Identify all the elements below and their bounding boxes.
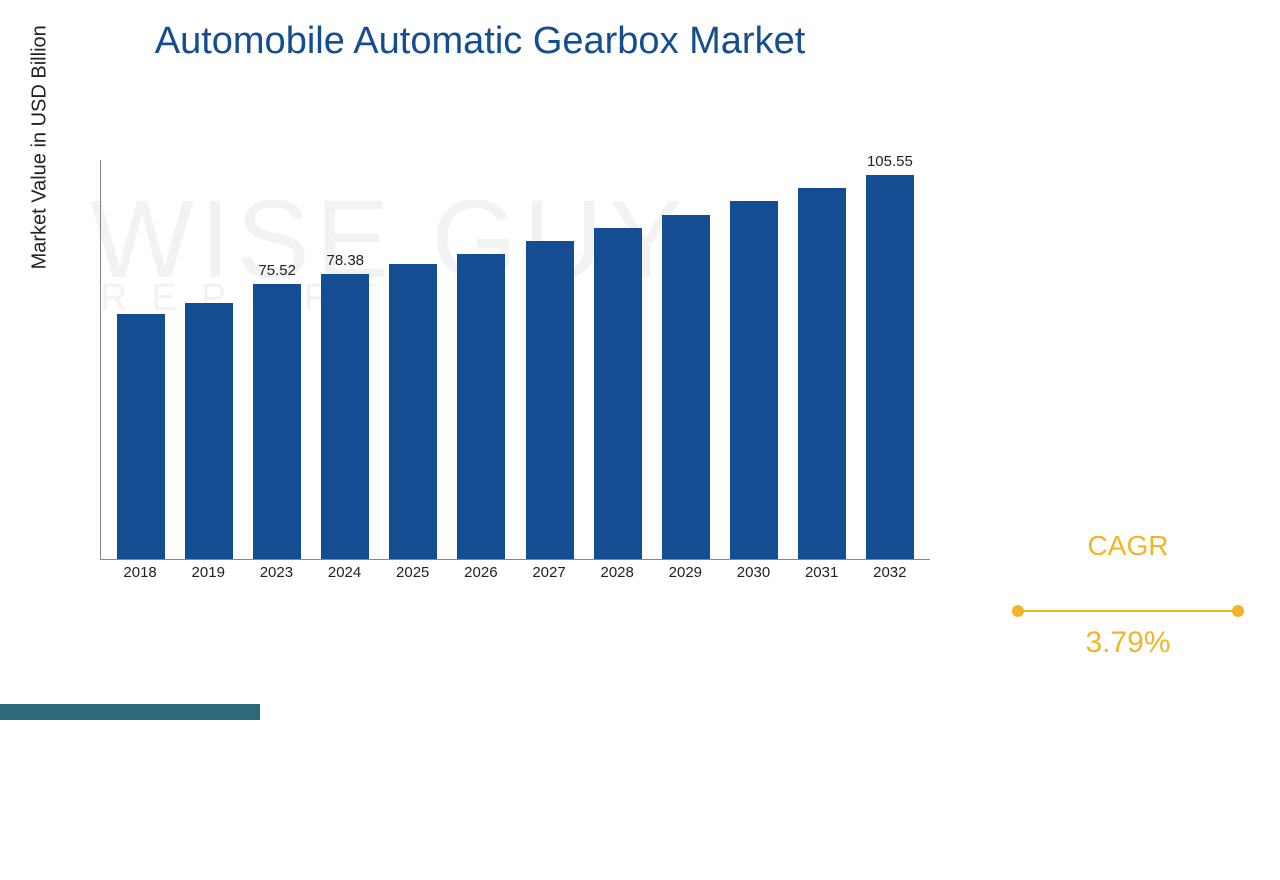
x-axis-label: 2027	[520, 564, 578, 581]
cagr-divider	[1018, 610, 1238, 612]
chart-title: Automobile Automatic Gearbox Market	[60, 20, 900, 63]
cagr-block: CAGR (2019-2032) 3.79%	[998, 530, 1258, 660]
bar	[730, 201, 778, 559]
x-labels-container: 2018 2019 2023 2024 2025 2026 2027 2028 2029 2030…	[100, 564, 930, 581]
y-axis-label: Market Value in USD Billion	[29, 25, 52, 269]
bar	[457, 254, 505, 559]
x-axis-label: 2024	[316, 564, 374, 581]
bar	[321, 274, 369, 559]
bar-value-label: 75.52	[258, 262, 296, 280]
x-axis-label: 2029	[656, 564, 714, 581]
bar	[594, 228, 642, 559]
bar-value-label: 78.38	[326, 252, 364, 270]
logo-line1: WISE GUY	[1072, 22, 1248, 59]
bar-wrap	[521, 219, 579, 559]
bar	[389, 264, 437, 559]
bar-wrap	[589, 206, 647, 559]
x-axis-label: 2018	[111, 564, 169, 581]
bar	[117, 314, 165, 559]
bar	[798, 188, 846, 559]
bar-wrap: 78.38	[316, 252, 374, 559]
bar-wrap: 105.55	[861, 153, 919, 559]
bar	[662, 215, 710, 559]
bar-wrap	[112, 292, 170, 559]
x-axis-label: 2030	[724, 564, 782, 581]
bar	[526, 241, 574, 559]
bar-wrap	[384, 242, 442, 559]
x-axis-label: 2028	[588, 564, 646, 581]
bar	[866, 175, 914, 559]
bottom-accent-bar	[0, 704, 260, 720]
cagr-period: (2019-2032)	[998, 564, 1258, 592]
bars-container: 75.5278.38105.55	[101, 160, 930, 559]
x-axis-label: 2032	[861, 564, 919, 581]
x-axis-label: 2025	[384, 564, 442, 581]
bar-wrap	[725, 179, 783, 559]
x-axis-label: 2031	[793, 564, 851, 581]
bar	[185, 303, 233, 559]
chart-area: Market Value in USD Billion 75.5278.3810…	[60, 160, 930, 600]
cagr-value: 3.79%	[998, 626, 1258, 660]
bar-wrap	[452, 232, 510, 559]
bar-wrap	[180, 281, 238, 559]
x-axis-label: 2019	[179, 564, 237, 581]
cagr-label: CAGR	[998, 530, 1258, 562]
bar-wrap	[793, 166, 851, 559]
bar	[253, 284, 301, 559]
bar-wrap	[657, 193, 715, 559]
plot: 75.5278.38105.55	[100, 160, 930, 560]
logo: WISE GUY REPORTS	[1072, 22, 1248, 73]
x-axis-label: 2026	[452, 564, 510, 581]
bar-wrap: 75.52	[248, 262, 306, 559]
logo-line2: REPORTS	[1072, 57, 1248, 73]
x-axis-label: 2023	[247, 564, 305, 581]
bar-value-label: 105.55	[867, 153, 913, 171]
